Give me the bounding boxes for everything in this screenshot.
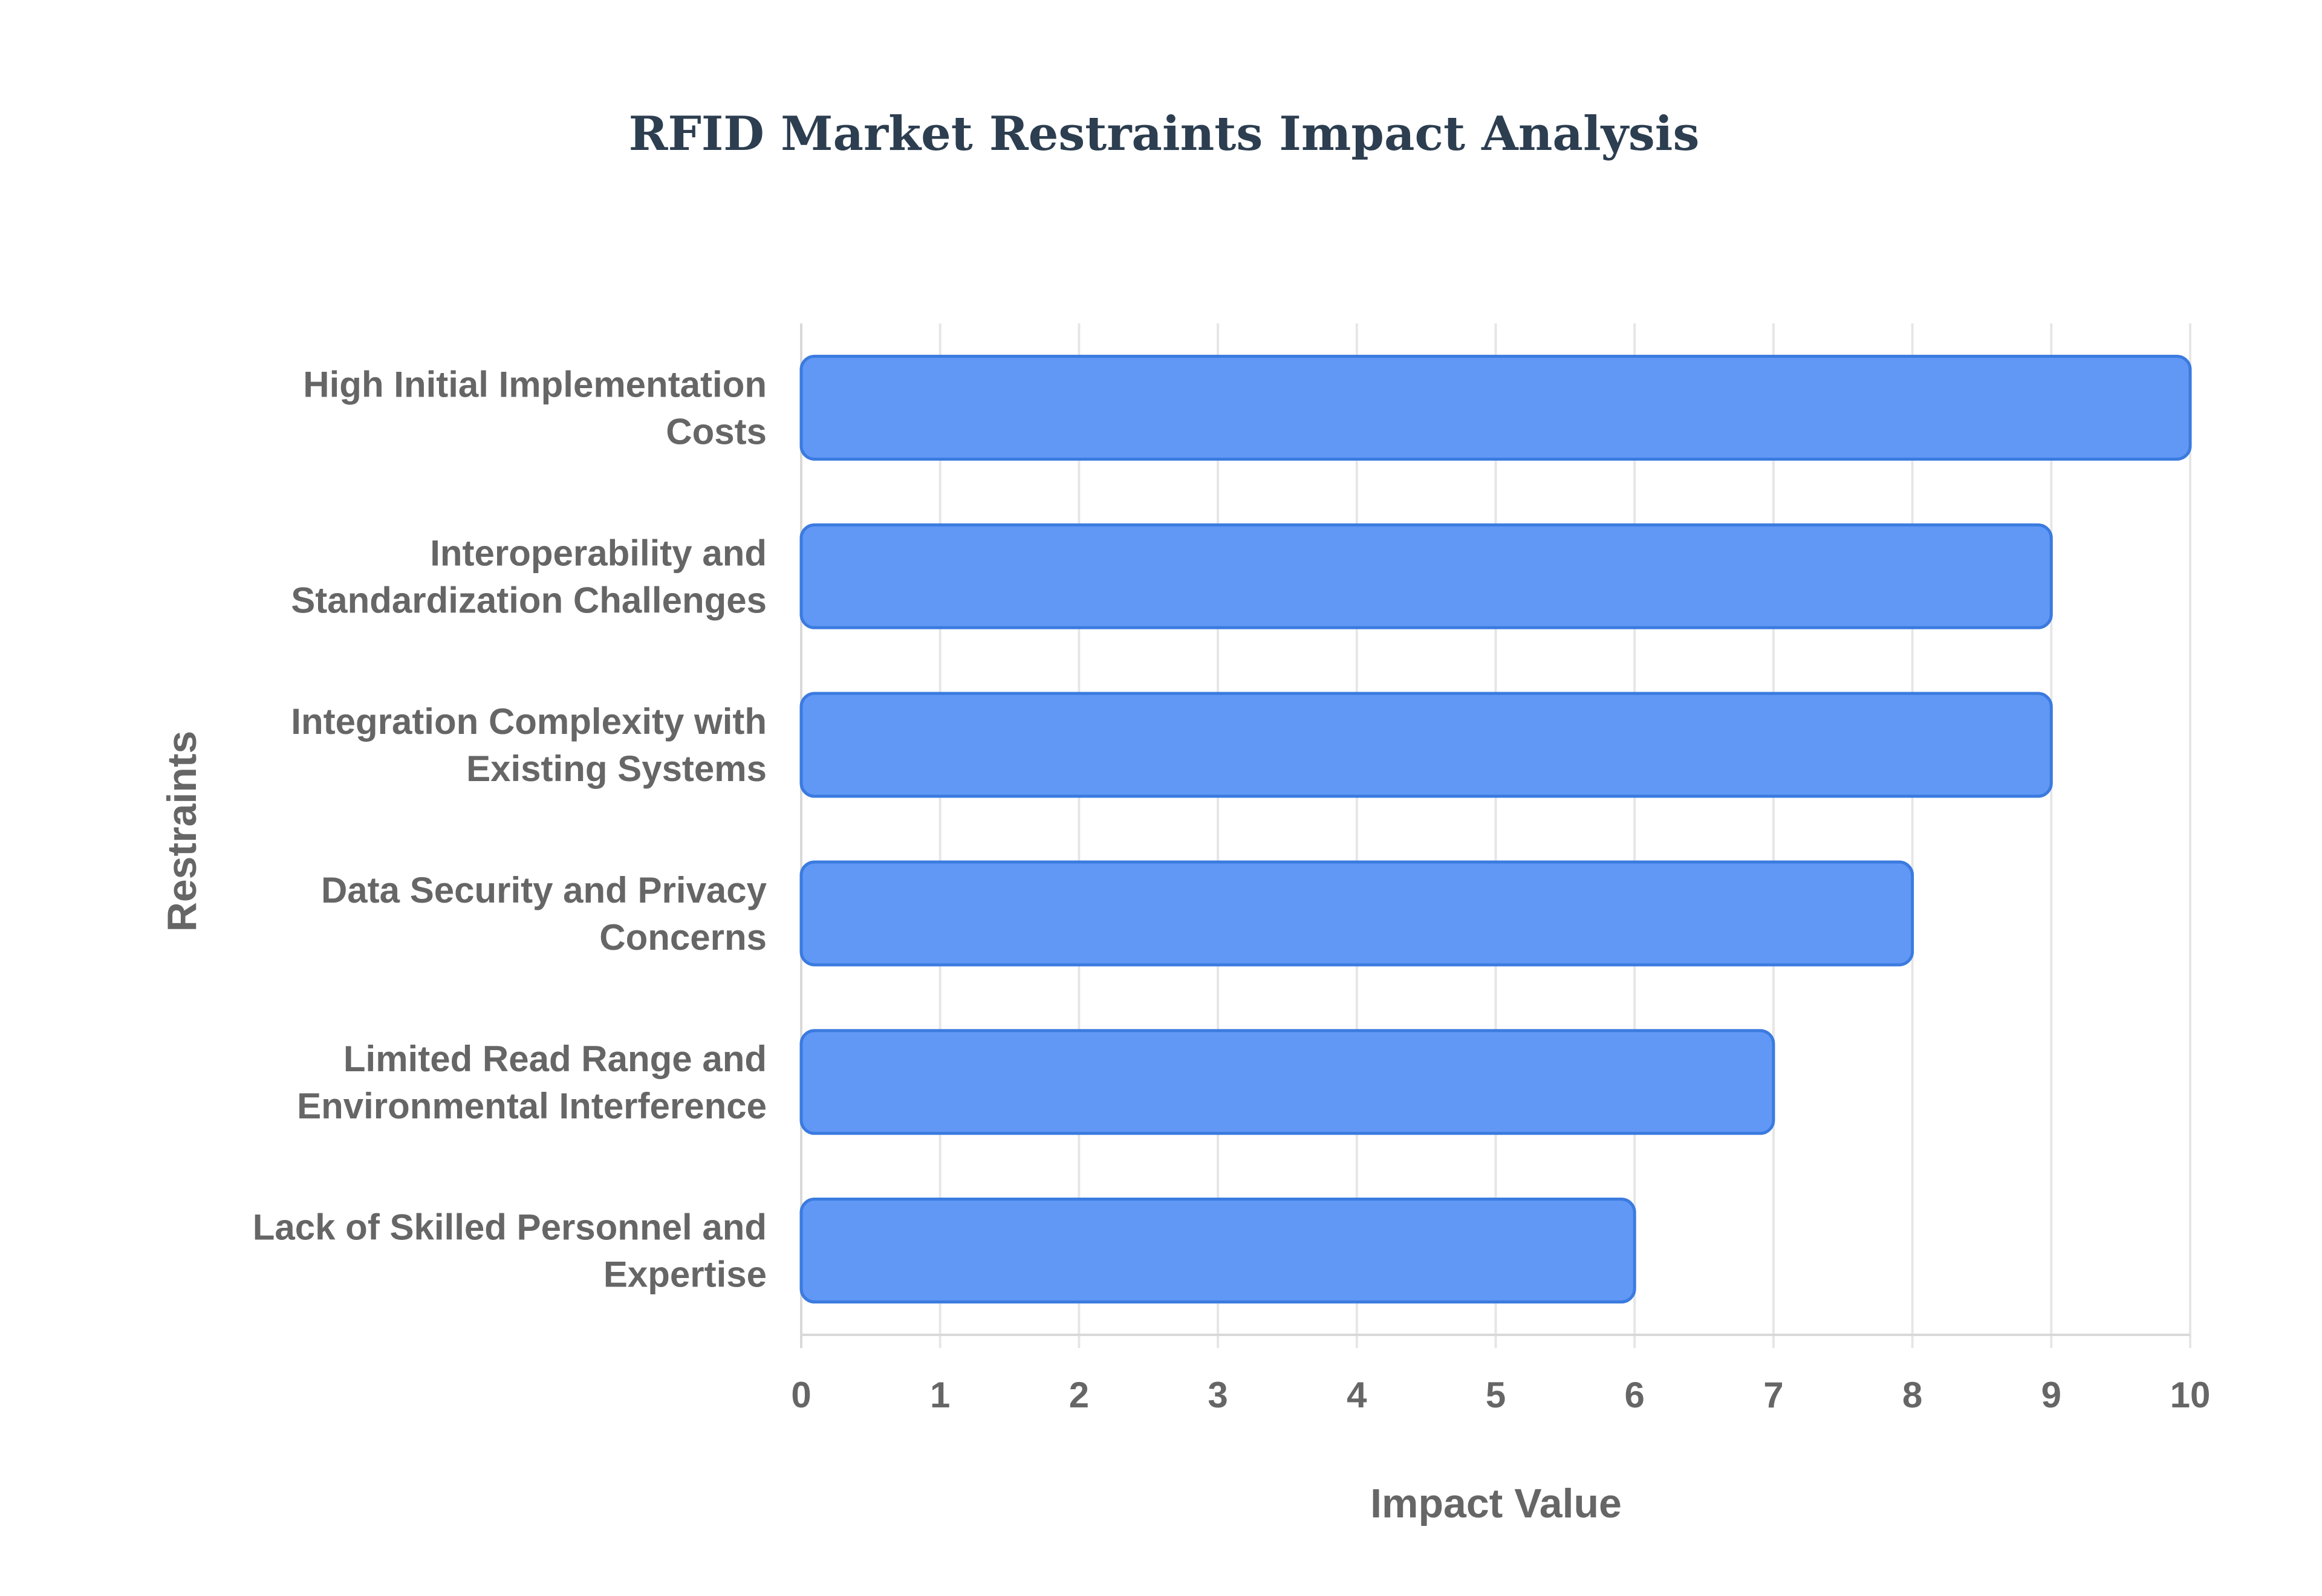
bar: [799, 1198, 1636, 1304]
bar: [799, 523, 2053, 629]
x-tick-label: 0: [791, 1375, 811, 1415]
x-axis-title: Impact Value: [1370, 1481, 1622, 1526]
x-tick-label: 4: [1347, 1375, 1367, 1415]
category-label: Lack of Skilled Personnel and: [253, 1207, 767, 1248]
x-tick-label: 6: [1625, 1375, 1645, 1415]
category-label: Limited Read Range and: [343, 1039, 767, 1079]
x-tick-label: 10: [2170, 1375, 2211, 1415]
x-tick-label: 1: [930, 1375, 950, 1415]
x-tick-label: 3: [1208, 1375, 1228, 1415]
category-label: High Initial Implementation: [303, 364, 767, 404]
bars: [799, 354, 2192, 1304]
category-label: Existing Systems: [466, 748, 767, 789]
grid-lines: [800, 323, 2191, 1348]
x-tick-label: 9: [2041, 1375, 2061, 1415]
category-label: Data Security and Privacy: [321, 870, 767, 910]
bar: [799, 692, 2053, 798]
category-labels: High Initial Implementation Costs Interope…: [253, 364, 767, 1294]
bar: [799, 354, 2192, 461]
x-tick-label: 8: [1902, 1375, 1922, 1415]
x-tick-label: 7: [1763, 1375, 1783, 1415]
category-label: Standardization Challenges: [291, 580, 767, 620]
x-tick-labels: 0 1 2 3 4 5 6 7 8 9 10: [791, 1375, 2210, 1415]
category-label: Environmental Interference: [297, 1086, 767, 1126]
category-label: Interoperability and: [430, 533, 767, 573]
x-tick-label: 5: [1486, 1375, 1506, 1415]
category-label: Concerns: [599, 917, 767, 958]
category-label: Expertise: [603, 1254, 767, 1295]
category-label: Costs: [666, 411, 767, 452]
bar: [799, 1029, 1775, 1135]
chart-title: RFID Market Restraints Impact Analysis: [629, 106, 1700, 161]
y-axis-title: Restraints: [159, 731, 205, 932]
bar: [799, 860, 1914, 967]
x-tick-label: 2: [1069, 1375, 1089, 1415]
category-label: Integration Complexity with: [291, 701, 767, 742]
